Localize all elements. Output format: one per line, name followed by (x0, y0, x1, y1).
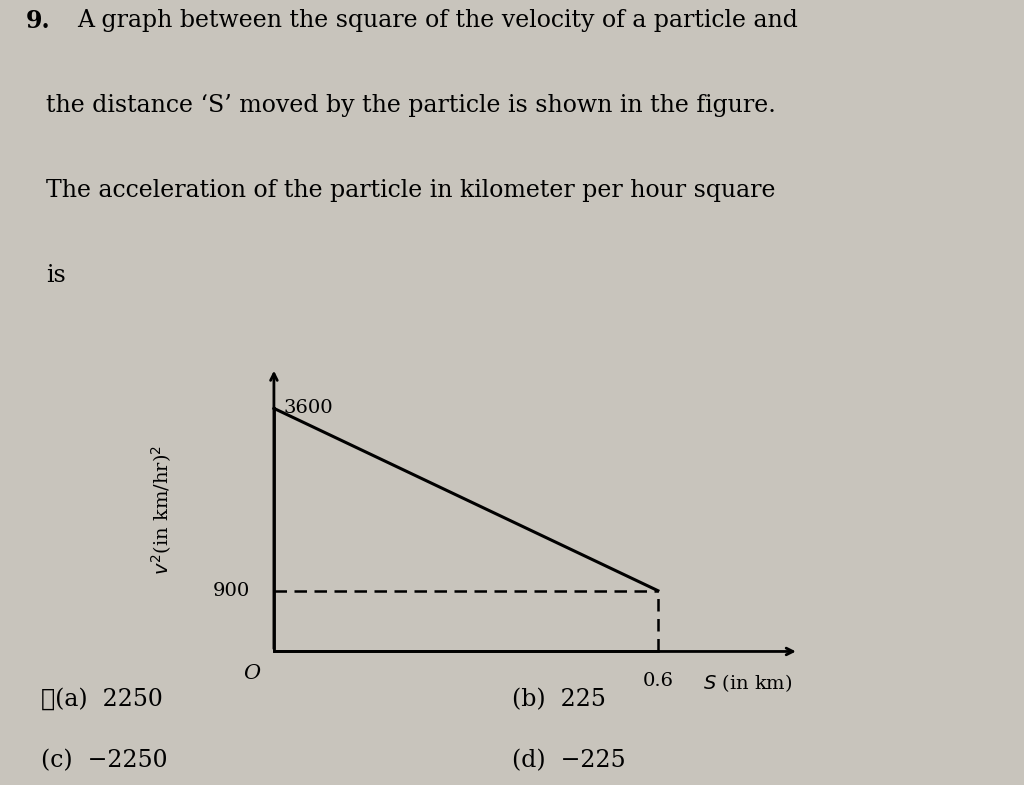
Text: 3600: 3600 (284, 400, 333, 418)
Text: 9.: 9. (26, 9, 50, 34)
Text: $S$ (in km): $S$ (in km) (702, 672, 793, 694)
Text: 0.6: 0.6 (642, 672, 674, 690)
Text: is: is (46, 264, 66, 287)
Text: $v^2$(in km/hr)$^2$: $v^2$(in km/hr)$^2$ (150, 444, 174, 575)
Text: The acceleration of the particle in kilometer per hour square: The acceleration of the particle in kilo… (46, 179, 775, 202)
Text: (c)  −2250: (c) −2250 (41, 750, 168, 772)
Text: the distance ‘S’ moved by the particle is shown in the figure.: the distance ‘S’ moved by the particle i… (46, 94, 776, 117)
Text: ✓(a)  2250: ✓(a) 2250 (41, 688, 163, 710)
Text: (d)  −225: (d) −225 (512, 750, 626, 772)
Text: A graph between the square of the velocity of a particle and: A graph between the square of the veloci… (77, 9, 798, 32)
Text: 900: 900 (212, 582, 250, 600)
Text: O: O (243, 663, 260, 683)
Text: (b)  225: (b) 225 (512, 688, 606, 710)
